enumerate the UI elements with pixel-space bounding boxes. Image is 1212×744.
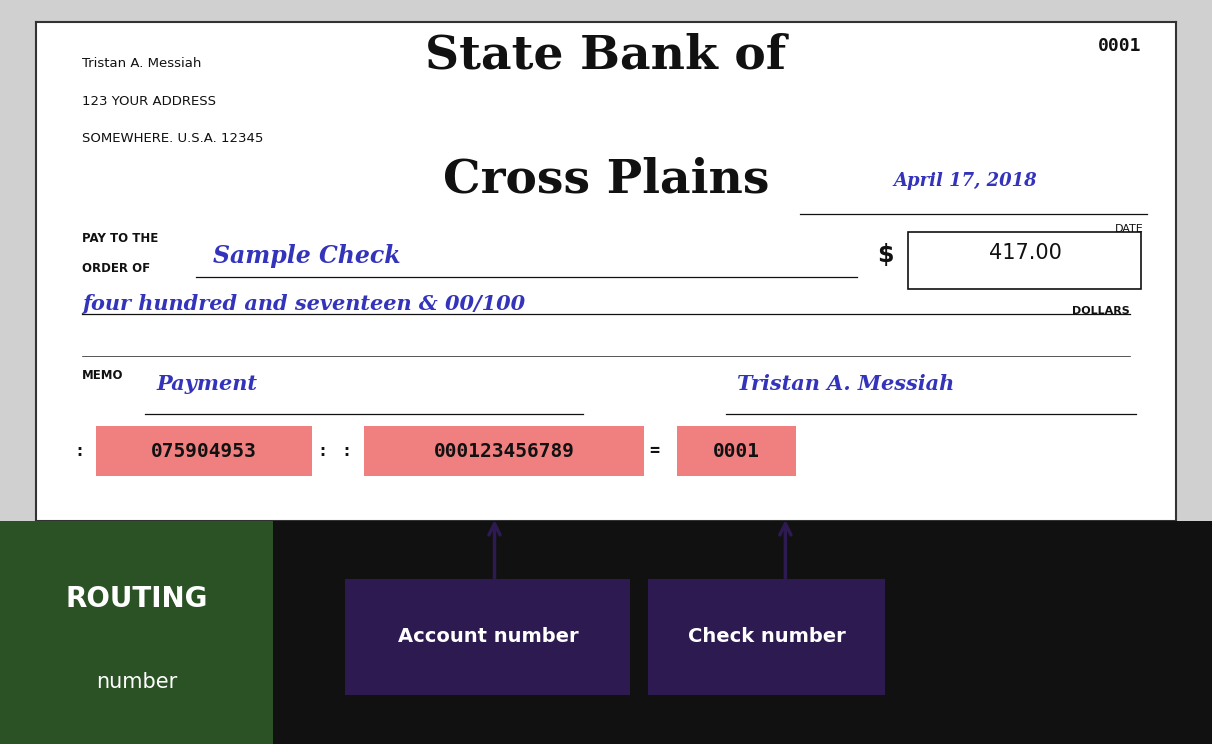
Text: 0001: 0001 bbox=[713, 441, 760, 461]
Text: DOLLARS: DOLLARS bbox=[1073, 307, 1130, 316]
Text: Account number: Account number bbox=[398, 627, 578, 647]
Text: number: number bbox=[96, 672, 177, 691]
Text: ORDER OF: ORDER OF bbox=[82, 262, 150, 275]
Text: 123 YOUR ADDRESS: 123 YOUR ADDRESS bbox=[82, 94, 216, 108]
Text: Tristan A. Messiah: Tristan A. Messiah bbox=[737, 373, 954, 394]
Text: Cross Plains: Cross Plains bbox=[442, 157, 770, 203]
Text: Check number: Check number bbox=[687, 627, 846, 647]
Bar bbox=[0, 521, 273, 744]
Bar bbox=[908, 231, 1142, 289]
Bar bbox=[345, 579, 630, 695]
Text: DATE: DATE bbox=[1115, 224, 1144, 234]
Text: PAY TO THE: PAY TO THE bbox=[82, 231, 159, 245]
Bar bbox=[365, 426, 644, 476]
Text: 0001: 0001 bbox=[1098, 37, 1142, 55]
Text: $: $ bbox=[876, 243, 893, 266]
Text: =: = bbox=[650, 442, 659, 460]
Text: Payment: Payment bbox=[156, 373, 257, 394]
Text: State Bank of: State Bank of bbox=[425, 32, 787, 78]
Text: 417.00: 417.00 bbox=[989, 243, 1062, 263]
Text: four hundred and seventeen & 00/100: four hundred and seventeen & 00/100 bbox=[82, 294, 525, 314]
Text: SOMEWHERE. U.S.A. 12345: SOMEWHERE. U.S.A. 12345 bbox=[82, 132, 263, 145]
Text: :: : bbox=[74, 442, 84, 460]
Text: :: : bbox=[342, 442, 351, 460]
Bar bbox=[96, 426, 311, 476]
Text: Tristan A. Messiah: Tristan A. Messiah bbox=[82, 57, 201, 70]
Text: 075904953: 075904953 bbox=[152, 441, 257, 461]
Text: Sample Check: Sample Check bbox=[213, 244, 401, 268]
Text: :: : bbox=[318, 442, 327, 460]
Text: ROUTING: ROUTING bbox=[65, 585, 207, 613]
Bar bbox=[648, 579, 885, 695]
Text: MEMO: MEMO bbox=[82, 369, 124, 382]
Bar bbox=[676, 426, 796, 476]
Text: 000123456789: 000123456789 bbox=[434, 441, 574, 461]
Text: April 17, 2018: April 17, 2018 bbox=[893, 172, 1036, 190]
